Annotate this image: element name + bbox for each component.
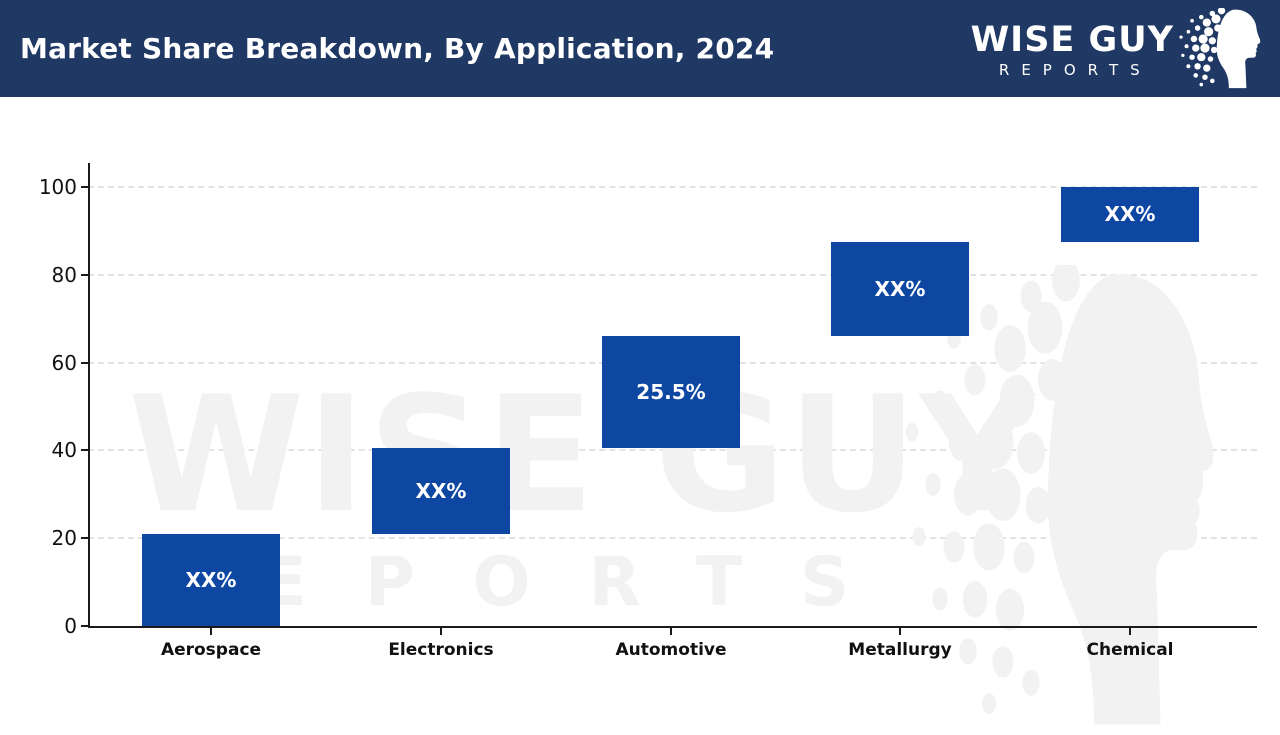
bar-value-label: XX% bbox=[185, 567, 237, 592]
gridline-100 bbox=[88, 186, 1257, 188]
wise-guy-head-icon bbox=[1179, 7, 1261, 88]
y-tick-label-60: 60 bbox=[51, 350, 77, 375]
bar-aerospace: XX% bbox=[142, 533, 280, 626]
y-tick-label-100: 100 bbox=[38, 175, 77, 199]
y-tick-20 bbox=[81, 537, 88, 540]
x-tick-automotive bbox=[670, 628, 672, 635]
y-tick-label-20: 20 bbox=[51, 526, 77, 551]
y-tick-100 bbox=[81, 186, 88, 188]
bar-value-label: XX% bbox=[874, 277, 926, 302]
bar-value-label: XX% bbox=[415, 479, 467, 503]
gridline-20 bbox=[88, 537, 1257, 540]
bar-metallurgy: XX% bbox=[831, 241, 969, 337]
plot-area: WISE GUY REPORTS XX% XX% 25.5% XX% XX% 0 20 40… bbox=[0, 97, 1280, 725]
bar-value-label: 25.5% bbox=[636, 380, 706, 405]
brand-name: WISE GUY bbox=[970, 20, 1174, 60]
x-tick-aerospace bbox=[210, 628, 212, 635]
y-axis-line bbox=[88, 163, 90, 628]
bar-chemical: XX% bbox=[1061, 187, 1199, 242]
y-tick-80 bbox=[81, 273, 88, 276]
header-bar: Market Share Breakdown, By Application, … bbox=[0, 0, 1280, 97]
page-title: Market Share Breakdown, By Application, … bbox=[20, 32, 775, 65]
bar-value-label: XX% bbox=[1104, 202, 1156, 227]
x-category-label-electronics: Electronics bbox=[388, 640, 494, 660]
y-tick-label-0: 0 bbox=[64, 614, 77, 638]
watermark-brand-subtitle: REPORTS bbox=[150, 543, 908, 622]
brand-subtitle: REPORTS bbox=[998, 61, 1152, 79]
y-tick-60 bbox=[81, 361, 88, 364]
x-category-label-aerospace: Aerospace bbox=[160, 640, 262, 660]
gridline-40 bbox=[88, 449, 1257, 452]
y-tick-40 bbox=[81, 449, 88, 452]
brand-logo: WISE GUY REPORTS bbox=[971, 7, 1262, 90]
bar-electronics: XX% bbox=[372, 448, 510, 534]
watermark-brand-name: WISE GUY bbox=[128, 361, 1038, 548]
x-tick-metallurgy bbox=[899, 628, 901, 635]
y-tick-label-40: 40 bbox=[51, 438, 77, 463]
x-category-label-automotive: Automotive bbox=[615, 640, 727, 660]
x-tick-electronics bbox=[440, 628, 442, 635]
x-category-label-chemical: Chemical bbox=[1086, 640, 1174, 660]
y-tick-label-80: 80 bbox=[51, 262, 77, 287]
x-category-label-metallurgy: Metallurgy bbox=[848, 640, 952, 660]
gridline-80 bbox=[88, 273, 1257, 276]
bar-automotive: 25.5% bbox=[602, 336, 740, 449]
y-tick-0 bbox=[81, 625, 88, 627]
x-axis-line bbox=[88, 626, 1257, 628]
x-tick-chemical bbox=[1129, 628, 1131, 635]
brand-logo-text: WISE GUY REPORTS bbox=[971, 23, 1174, 78]
